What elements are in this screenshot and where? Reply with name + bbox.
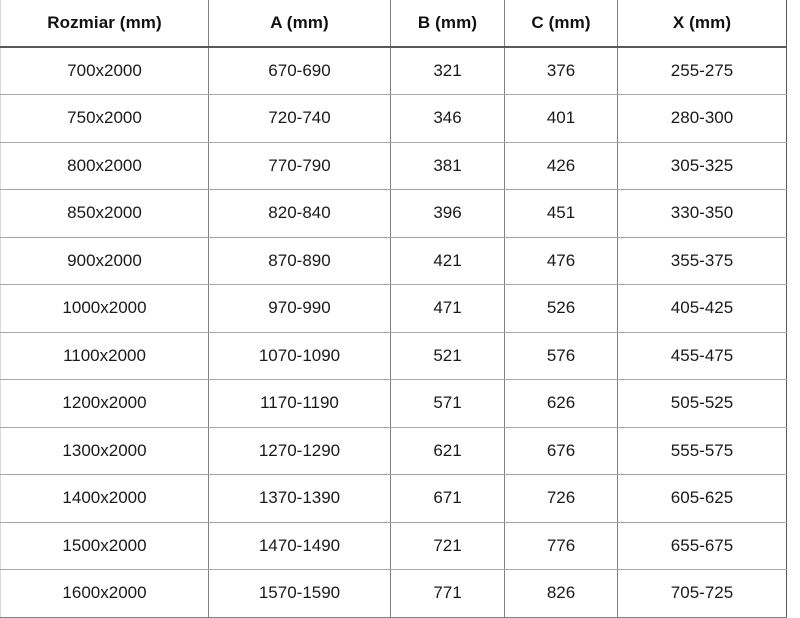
cell-rozmiar: 1000x2000 bbox=[0, 284, 209, 333]
cell-a: 1570-1590 bbox=[208, 569, 391, 618]
table-row: 1600x2000 1570-1590 771 826 705-725 bbox=[0, 569, 787, 618]
cell-x: 555-575 bbox=[617, 427, 787, 475]
table-row: 1300x2000 1270-1290 621 676 555-575 bbox=[0, 427, 787, 475]
cell-b: 721 bbox=[390, 522, 505, 570]
cell-x: 655-675 bbox=[617, 522, 787, 570]
cell-a: 1470-1490 bbox=[208, 522, 391, 570]
column-header-rozmiar: Rozmiar (mm) bbox=[0, 0, 209, 48]
cell-b: 321 bbox=[390, 47, 505, 95]
cell-rozmiar: 1400x2000 bbox=[0, 474, 209, 523]
cell-rozmiar: 800x2000 bbox=[0, 142, 209, 190]
table-row: 1200x2000 1170-1190 571 626 505-525 bbox=[0, 379, 787, 428]
cell-b: 396 bbox=[390, 189, 505, 238]
cell-b: 421 bbox=[390, 237, 505, 285]
cell-rozmiar: 1100x2000 bbox=[0, 332, 209, 380]
table-header-row: Rozmiar (mm) A (mm) B (mm) C (mm) X (mm) bbox=[0, 0, 787, 48]
cell-a: 1170-1190 bbox=[208, 379, 391, 428]
column-header-x: X (mm) bbox=[617, 0, 787, 48]
cell-c: 476 bbox=[504, 237, 618, 285]
cell-a: 870-890 bbox=[208, 237, 391, 285]
cell-c: 626 bbox=[504, 379, 618, 428]
cell-rozmiar: 1200x2000 bbox=[0, 379, 209, 428]
cell-a: 1370-1390 bbox=[208, 474, 391, 523]
cell-a: 720-740 bbox=[208, 94, 391, 143]
cell-b: 381 bbox=[390, 142, 505, 190]
cell-rozmiar: 1300x2000 bbox=[0, 427, 209, 475]
cell-c: 576 bbox=[504, 332, 618, 380]
column-header-b: B (mm) bbox=[390, 0, 505, 48]
table-row: 1000x2000 970-990 471 526 405-425 bbox=[0, 284, 787, 333]
cell-x: 330-350 bbox=[617, 189, 787, 238]
column-header-c: C (mm) bbox=[504, 0, 618, 48]
table-row: 1400x2000 1370-1390 671 726 605-625 bbox=[0, 474, 787, 523]
cell-rozmiar: 1600x2000 bbox=[0, 569, 209, 618]
cell-b: 671 bbox=[390, 474, 505, 523]
cell-x: 455-475 bbox=[617, 332, 787, 380]
cell-x: 605-625 bbox=[617, 474, 787, 523]
cell-c: 451 bbox=[504, 189, 618, 238]
cell-b: 521 bbox=[390, 332, 505, 380]
cell-rozmiar: 700x2000 bbox=[0, 47, 209, 95]
cell-a: 670-690 bbox=[208, 47, 391, 95]
cell-c: 676 bbox=[504, 427, 618, 475]
column-header-a: A (mm) bbox=[208, 0, 391, 48]
cell-x: 405-425 bbox=[617, 284, 787, 333]
cell-c: 776 bbox=[504, 522, 618, 570]
cell-a: 970-990 bbox=[208, 284, 391, 333]
cell-a: 820-840 bbox=[208, 189, 391, 238]
cell-x: 255-275 bbox=[617, 47, 787, 95]
table-row: 900x2000 870-890 421 476 355-375 bbox=[0, 237, 787, 285]
table-body: 700x2000 670-690 321 376 255-275 750x200… bbox=[0, 47, 787, 618]
cell-c: 826 bbox=[504, 569, 618, 618]
table-row: 850x2000 820-840 396 451 330-350 bbox=[0, 189, 787, 238]
cell-a: 1270-1290 bbox=[208, 427, 391, 475]
cell-c: 401 bbox=[504, 94, 618, 143]
cell-b: 571 bbox=[390, 379, 505, 428]
cell-c: 376 bbox=[504, 47, 618, 95]
table-row: 750x2000 720-740 346 401 280-300 bbox=[0, 94, 787, 143]
cell-x: 280-300 bbox=[617, 94, 787, 143]
cell-c: 726 bbox=[504, 474, 618, 523]
cell-b: 471 bbox=[390, 284, 505, 333]
table-row: 1500x2000 1470-1490 721 776 655-675 bbox=[0, 522, 787, 570]
cell-rozmiar: 750x2000 bbox=[0, 94, 209, 143]
cell-a: 770-790 bbox=[208, 142, 391, 190]
cell-x: 505-525 bbox=[617, 379, 787, 428]
cell-b: 346 bbox=[390, 94, 505, 143]
cell-x: 305-325 bbox=[617, 142, 787, 190]
cell-rozmiar: 1500x2000 bbox=[0, 522, 209, 570]
cell-x: 705-725 bbox=[617, 569, 787, 618]
table-row: 700x2000 670-690 321 376 255-275 bbox=[0, 47, 787, 95]
cell-b: 771 bbox=[390, 569, 505, 618]
cell-a: 1070-1090 bbox=[208, 332, 391, 380]
table-header: Rozmiar (mm) A (mm) B (mm) C (mm) X (mm) bbox=[0, 0, 787, 48]
cell-b: 621 bbox=[390, 427, 505, 475]
cell-rozmiar: 900x2000 bbox=[0, 237, 209, 285]
cell-c: 426 bbox=[504, 142, 618, 190]
table-row: 800x2000 770-790 381 426 305-325 bbox=[0, 142, 787, 190]
cell-rozmiar: 850x2000 bbox=[0, 189, 209, 238]
cell-c: 526 bbox=[504, 284, 618, 333]
cell-x: 355-375 bbox=[617, 237, 787, 285]
table-row: 1100x2000 1070-1090 521 576 455-475 bbox=[0, 332, 787, 380]
